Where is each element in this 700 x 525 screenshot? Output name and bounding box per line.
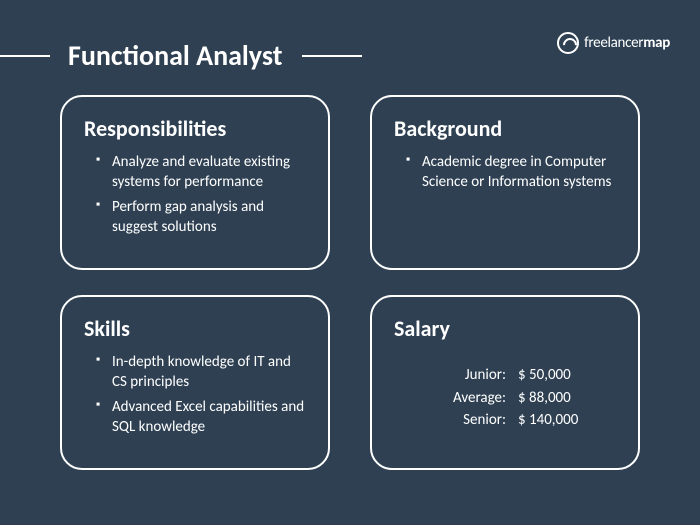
page-title: Functional Analyst [68, 38, 282, 73]
divider-left [0, 55, 50, 57]
salary-row: Junior: $ 50,000 [424, 364, 616, 387]
card-title: Skills [84, 315, 306, 342]
list-item: Perform gap analysis and suggest solutio… [96, 197, 306, 238]
salary-value: $ 88,000 [518, 387, 571, 410]
header: Functional Analyst freelancermap [0, 38, 700, 73]
list-item: Academic degree in Computer Science or I… [406, 152, 616, 193]
salary-row: Average: $ 88,000 [424, 387, 616, 410]
card-list: In-depth knowledge of IT and CS principl… [84, 352, 306, 437]
salary-value: $ 50,000 [518, 364, 571, 387]
divider-mid [302, 55, 362, 57]
card-list: Academic degree in Computer Science or I… [394, 152, 616, 193]
salary-label: Junior: [424, 364, 506, 387]
list-item: In-depth knowledge of IT and CS principl… [96, 352, 306, 393]
card-responsibilities: Responsibilities Analyze and evaluate ex… [60, 95, 330, 270]
logo-text: freelancermap [584, 34, 670, 52]
card-title: Background [394, 115, 616, 142]
salary-table: Junior: $ 50,000 Average: $ 88,000 Senio… [394, 352, 616, 432]
list-item: Advanced Excel capabilities and SQL know… [96, 397, 306, 438]
card-list: Analyze and evaluate existing systems fo… [84, 152, 306, 237]
salary-label: Average: [424, 387, 506, 410]
salary-label: Senior: [424, 409, 506, 432]
salary-value: $ 140,000 [518, 409, 578, 432]
card-grid: Responsibilities Analyze and evaluate ex… [60, 95, 640, 470]
card-background: Background Academic degree in Computer S… [370, 95, 640, 270]
card-salary: Salary Junior: $ 50,000 Average: $ 88,00… [370, 295, 640, 470]
card-skills: Skills In-depth knowledge of IT and CS p… [60, 295, 330, 470]
card-title: Salary [394, 315, 616, 342]
logo: freelancermap [557, 32, 670, 54]
list-item: Analyze and evaluate existing systems fo… [96, 152, 306, 193]
card-title: Responsibilities [84, 115, 306, 142]
salary-row: Senior: $ 140,000 [424, 409, 616, 432]
logo-icon [557, 32, 579, 54]
